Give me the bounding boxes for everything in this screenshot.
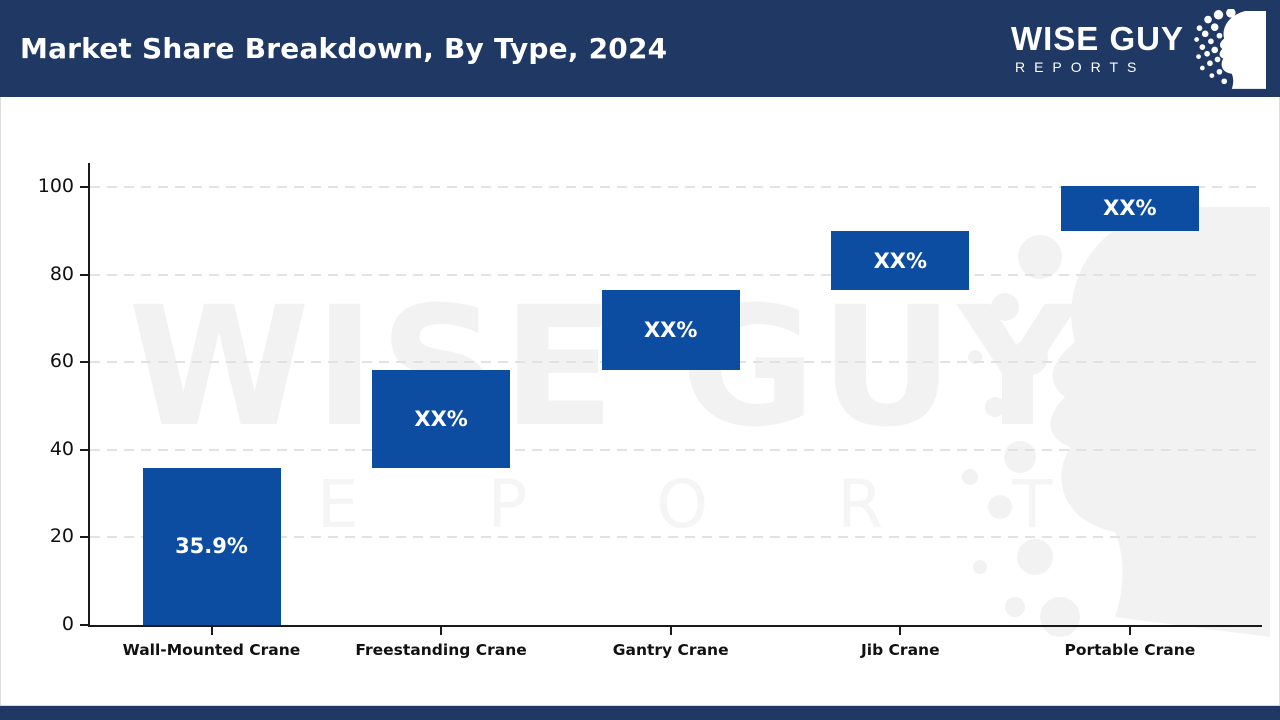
gridline — [90, 448, 1262, 451]
watermark-line2: R E P O R T S — [142, 466, 1278, 543]
y-tick-label: 20 — [49, 525, 74, 548]
x-tick-mark — [440, 627, 443, 635]
bar: XX% — [831, 230, 970, 291]
bar-value-label: XX% — [414, 406, 468, 431]
x-tick-mark — [669, 627, 672, 635]
y-tick-label: 40 — [49, 437, 74, 460]
bar: XX% — [601, 290, 740, 370]
y-tick-label: 80 — [49, 262, 74, 285]
bar-value-label: XX% — [873, 248, 928, 273]
y-tick-mark — [80, 361, 88, 364]
gridline — [90, 186, 1262, 188]
page-title: Market Share Breakdown, By Type, 2024 — [20, 32, 668, 65]
header-bar: Market Share Breakdown, By Type, 2024 WI… — [0, 0, 1280, 97]
footer-bar — [0, 705, 1280, 720]
x-tick-label: Jib Crane — [860, 641, 940, 659]
bar: 35.9% — [142, 467, 281, 625]
bar-value-label: XX% — [643, 317, 698, 342]
x-tick-label: Wall-Mounted Crane — [122, 641, 301, 659]
y-tick-label: 100 — [37, 175, 74, 197]
wiseguy-logo-text: WISE GUY REPORTS — [1011, 22, 1184, 75]
y-tick-mark — [80, 536, 88, 539]
y-tick-label: 0 — [61, 613, 74, 635]
x-tick-mark — [210, 627, 213, 635]
y-tick-mark — [80, 273, 88, 276]
x-tick-mark — [1128, 627, 1131, 635]
y-tick-label: 60 — [49, 350, 74, 373]
wiseguy-logo: WISE GUY REPORTS — [1011, 8, 1266, 89]
gridline — [90, 536, 1262, 539]
bar: XX% — [1060, 186, 1199, 231]
bar-value-label: XX% — [1103, 196, 1157, 221]
x-tick-label: Freestanding Crane — [355, 641, 527, 659]
y-tick-mark — [80, 448, 88, 451]
x-axis — [88, 625, 1262, 627]
wiseguy-face-icon — [1194, 8, 1266, 89]
y-tick-mark — [80, 186, 88, 188]
logo-secondary-text: REPORTS — [1014, 59, 1146, 75]
x-tick-label: Gantry Crane — [612, 641, 729, 659]
y-axis — [88, 163, 90, 627]
left-border — [0, 97, 1, 706]
bar-value-label: 35.9% — [175, 534, 248, 559]
bar: XX% — [372, 369, 511, 468]
x-tick-mark — [899, 627, 902, 635]
chart-area: WISE GUY R E P O R T S 0 20 40 60 80 100 35.9%… — [0, 97, 1280, 706]
gridline — [90, 273, 1262, 276]
y-tick-mark — [80, 624, 88, 626]
x-tick-label: Portable Crane — [1064, 641, 1196, 659]
logo-primary-text: WISE GUY — [1010, 20, 1184, 57]
